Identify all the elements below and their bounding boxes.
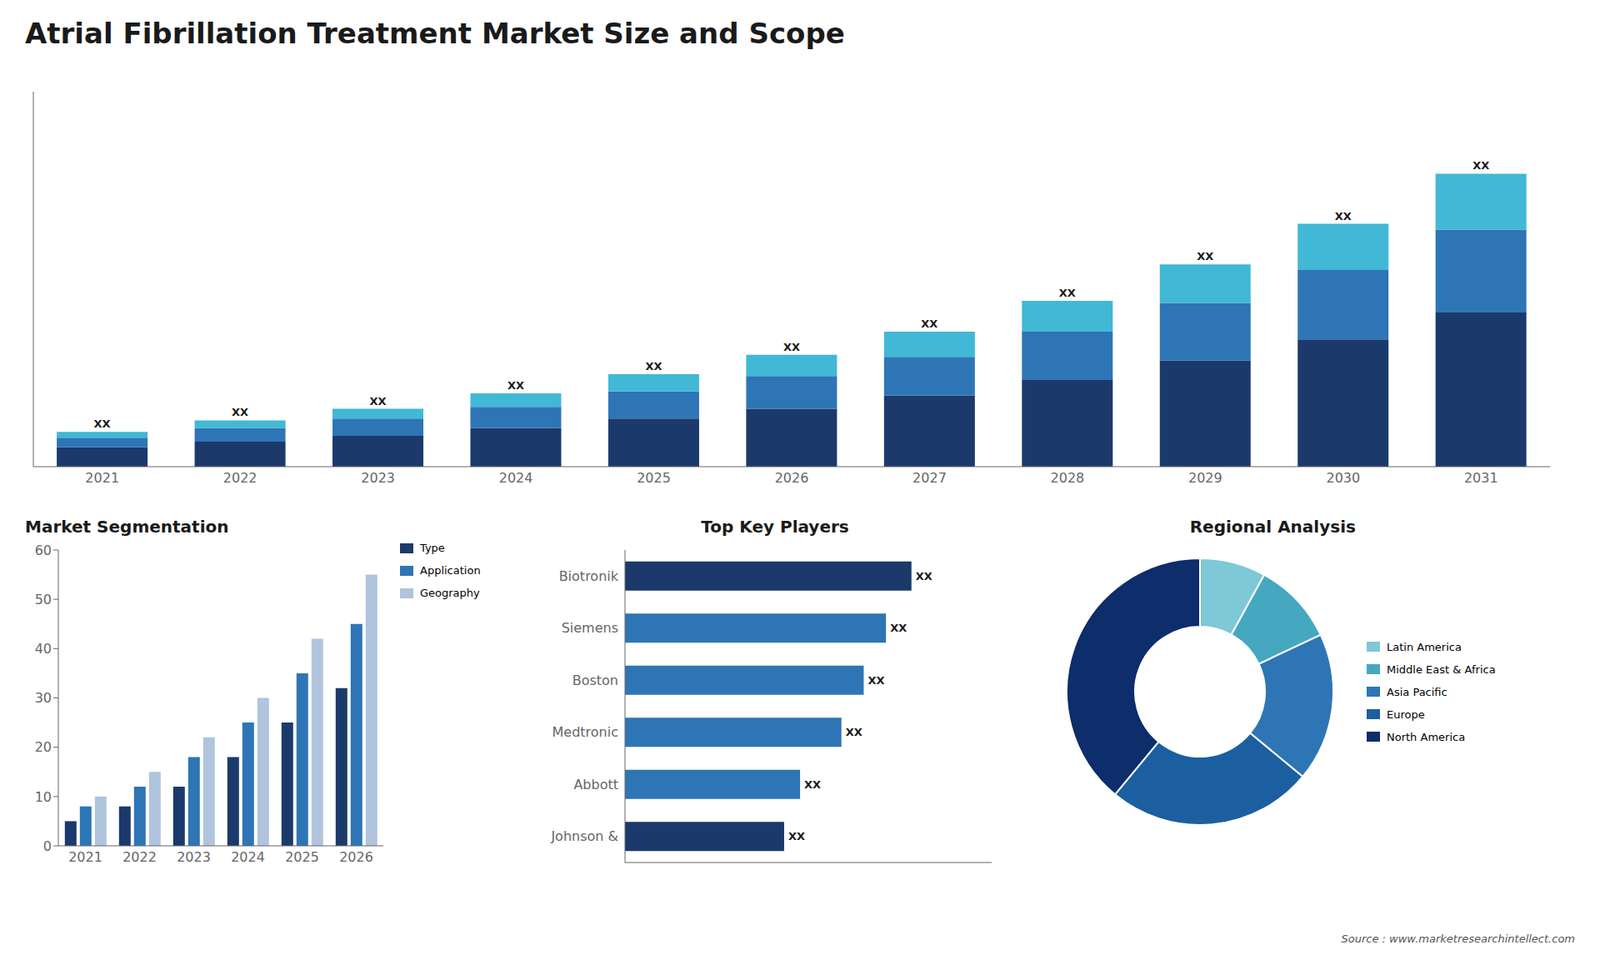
svg-text:XX: XX <box>507 379 525 392</box>
svg-text:XX: XX <box>370 395 387 408</box>
svg-text:XX: XX <box>645 360 662 373</box>
svg-text:XX: XX <box>920 317 938 330</box>
svg-text:XX: XX <box>845 725 863 739</box>
html-text:North America: North America <box>1386 730 1466 743</box>
svg-text:XX: XX <box>788 830 805 843</box>
svg-text:2026: 2026 <box>339 849 374 865</box>
html-text:Middle East & Africa: Middle East & Africa <box>1386 662 1496 676</box>
svg-text:2025: 2025 <box>636 470 671 486</box>
html-text:Source : www.marketresearchint: Source : www.marketresearchintellect.com <box>1341 932 1575 945</box>
svg-text:Biotronik: Biotronik <box>559 568 620 585</box>
svg-text:60: 60 <box>35 542 52 559</box>
html-text:Atrial Fibrillation Treatment: Atrial Fibrillation Treatment Market Siz… <box>25 16 845 50</box>
svg-text:2027: 2027 <box>912 470 947 486</box>
html-text:Asia Pacific: Asia Pacific <box>1386 685 1448 698</box>
svg-text:XX: XX <box>1196 250 1214 263</box>
html-text:Regional Analysis: Regional Analysis <box>1189 516 1356 537</box>
svg-text:XX: XX <box>231 405 249 419</box>
svg-text:XX: XX <box>890 621 907 635</box>
svg-text:2028: 2028 <box>1050 470 1085 486</box>
svg-text:XX: XX <box>1059 286 1076 300</box>
svg-text:2022: 2022 <box>122 849 157 865</box>
svg-text:2021: 2021 <box>68 849 103 865</box>
html-text:Top Key Players: Top Key Players <box>701 516 849 537</box>
svg-text:XX: XX <box>1335 210 1352 223</box>
svg-text:2023: 2023 <box>360 470 395 486</box>
html-text:Application: Application <box>420 564 481 577</box>
svg-text:XX: XX <box>783 340 800 354</box>
svg-text:Boston: Boston <box>572 672 619 689</box>
html-text:Market Segmentation: Market Segmentation <box>25 516 229 537</box>
html-text:Geography: Geography <box>420 586 480 600</box>
svg-text:2031: 2031 <box>1464 470 1499 486</box>
svg-text:30: 30 <box>35 690 52 706</box>
svg-text:2024: 2024 <box>499 470 534 486</box>
svg-text:2026: 2026 <box>775 470 810 486</box>
svg-text:10: 10 <box>35 789 52 805</box>
svg-text:2023: 2023 <box>176 849 211 865</box>
svg-text:XX: XX <box>804 778 821 791</box>
html-text:Latin America: Latin America <box>1386 640 1462 653</box>
svg-text:40: 40 <box>35 640 52 657</box>
svg-text:Abbott: Abbott <box>573 776 619 793</box>
svg-text:Medtronic: Medtronic <box>552 724 619 740</box>
svg-text:XX: XX <box>867 674 885 687</box>
svg-text:2030: 2030 <box>1325 470 1360 486</box>
svg-text:2029: 2029 <box>1188 470 1223 486</box>
svg-text:Johnson &: Johnson & <box>550 828 619 845</box>
svg-text:XX: XX <box>94 417 111 430</box>
svg-text:2022: 2022 <box>223 470 258 486</box>
svg-text:20: 20 <box>35 739 52 755</box>
html-text:Type: Type <box>420 541 445 555</box>
svg-text:2024: 2024 <box>230 849 265 865</box>
svg-text:Siemens: Siemens <box>561 620 619 636</box>
svg-text:XX: XX <box>915 570 933 583</box>
html-text:Europe: Europe <box>1386 707 1425 721</box>
svg-text:50: 50 <box>35 591 52 608</box>
svg-text:XX: XX <box>1472 159 1490 172</box>
svg-text:2025: 2025 <box>285 849 320 865</box>
svg-text:2021: 2021 <box>85 470 120 486</box>
svg-text:0: 0 <box>43 838 52 855</box>
